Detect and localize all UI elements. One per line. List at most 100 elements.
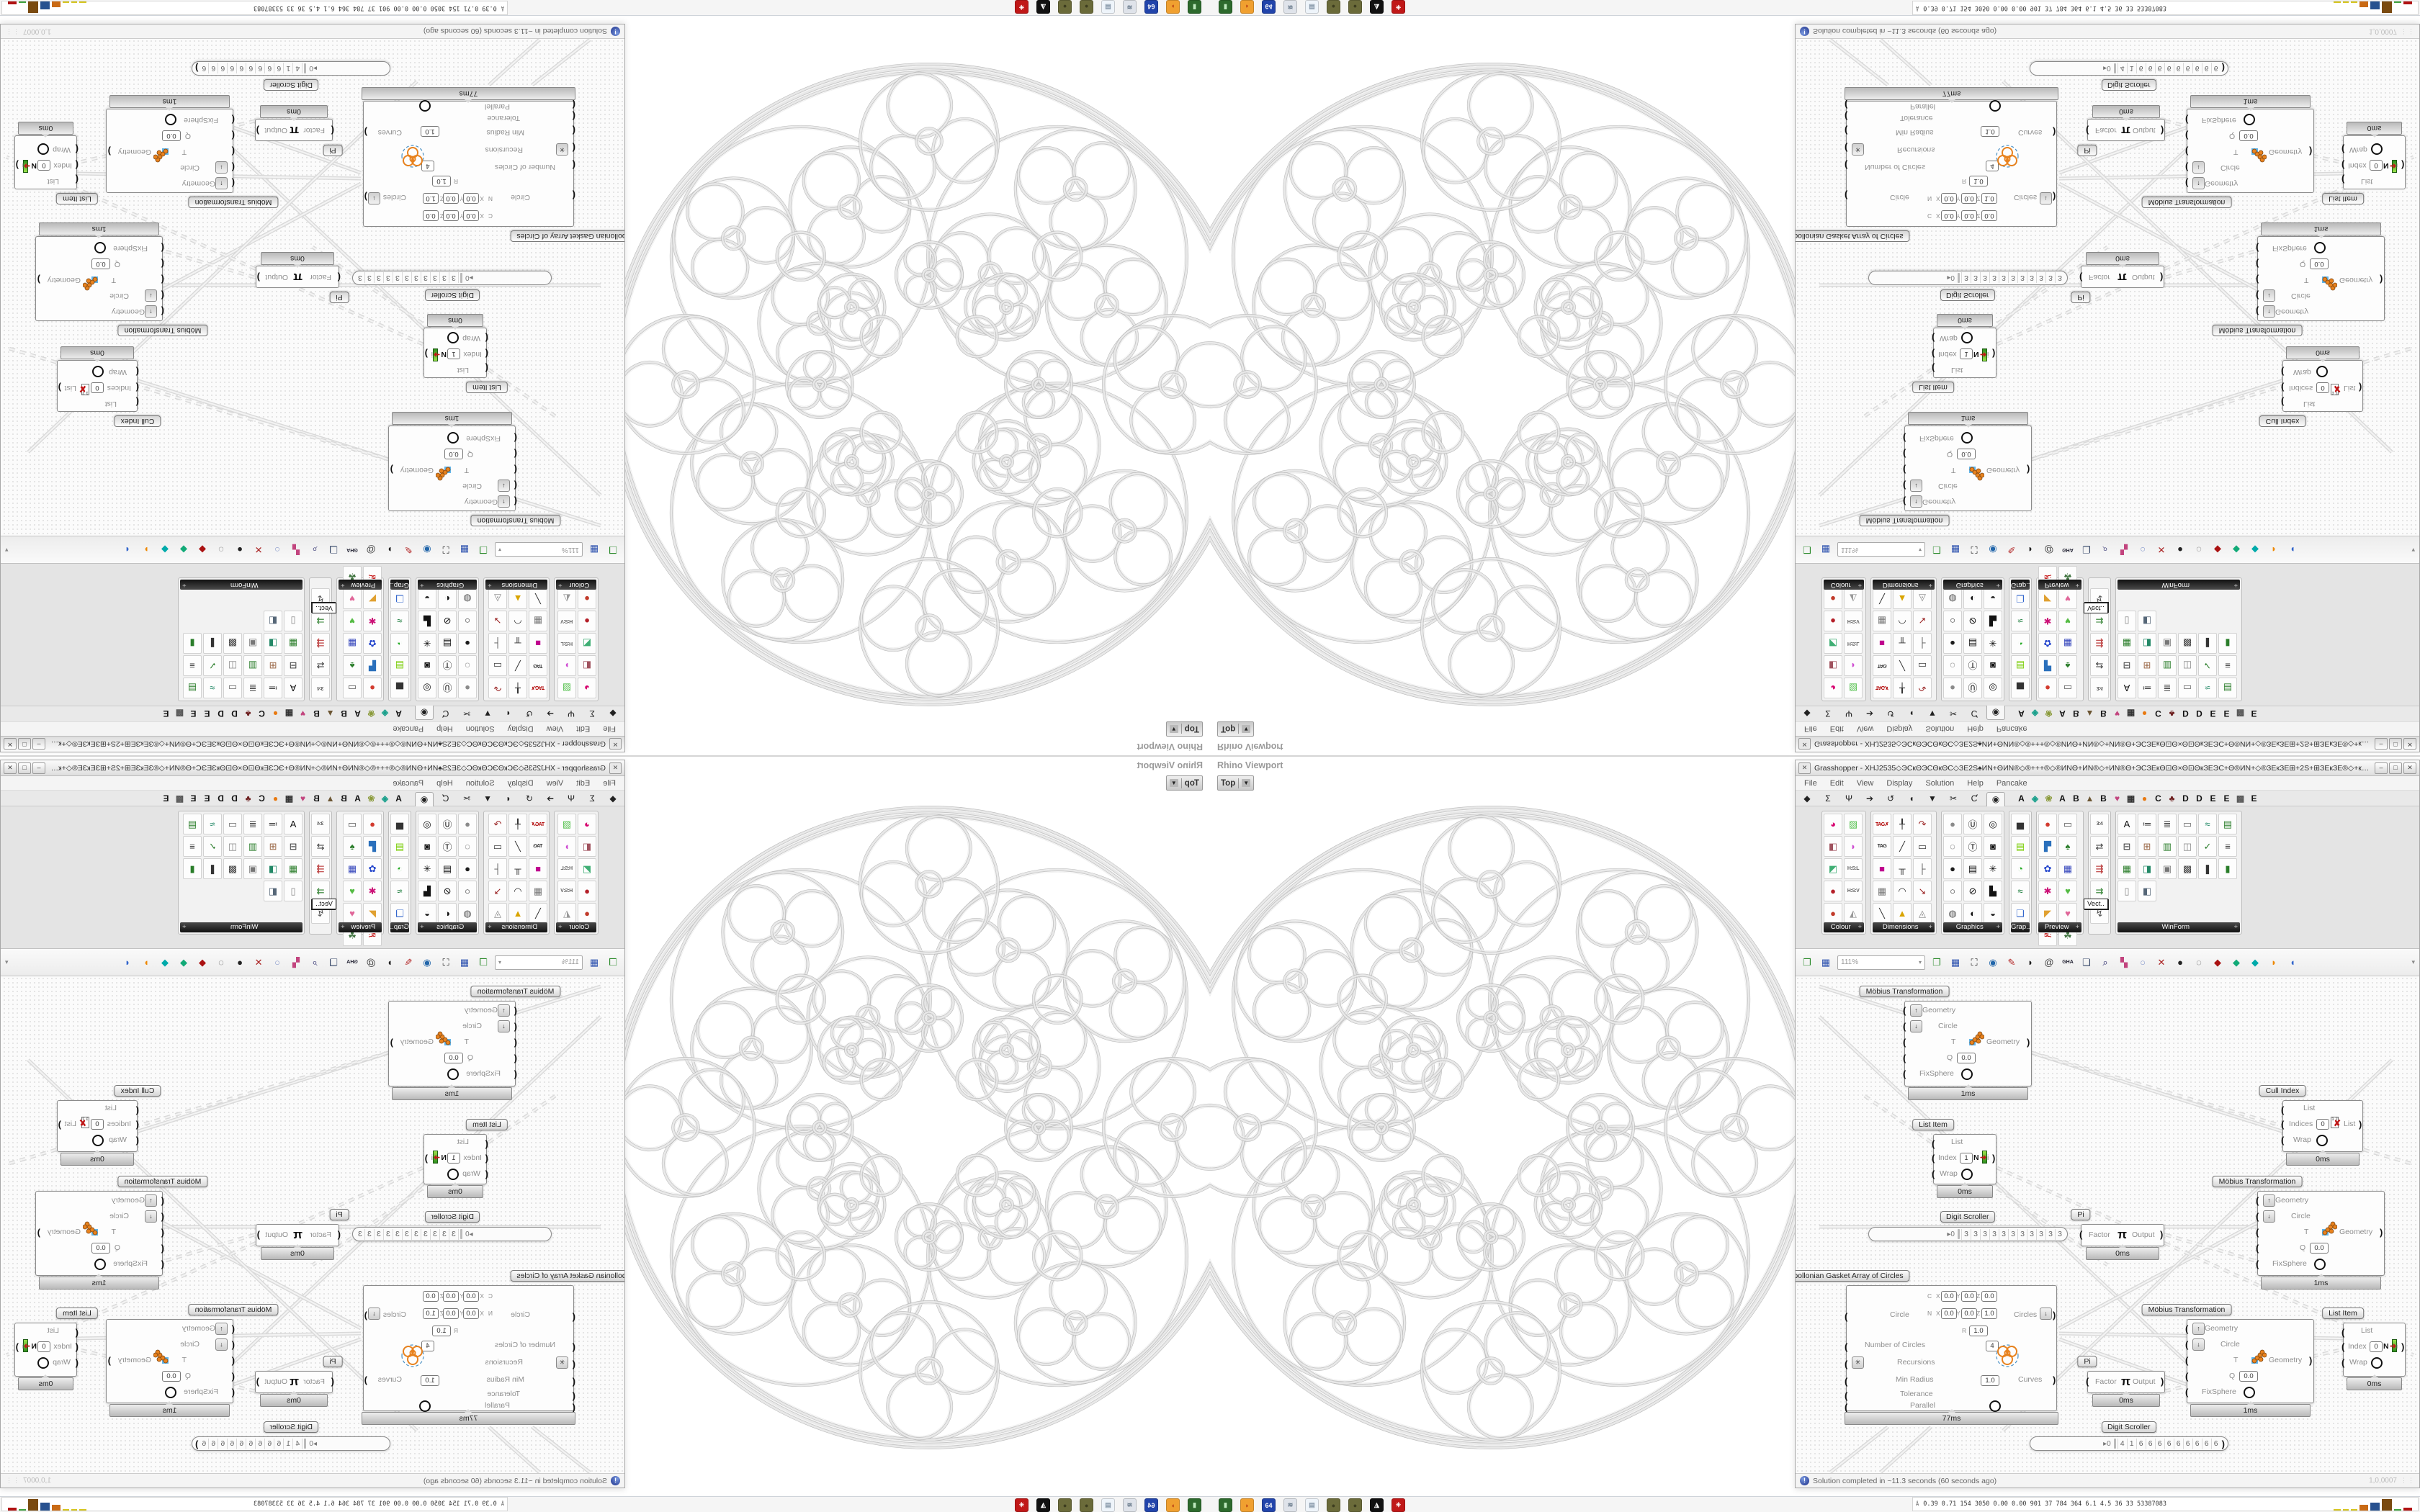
scroller-digit[interactable]: 6 <box>237 1438 247 1449</box>
component-icon[interactable]: ◩ <box>1824 633 1842 654</box>
component-icon[interactable]: ≈ <box>2011 611 2030 631</box>
circle-c-y[interactable]: 0.0 <box>1961 1291 1977 1302</box>
component-icon[interactable]: ⇶ <box>311 633 330 654</box>
node-title[interactable]: Möbius Transformation <box>470 986 561 997</box>
component-icon[interactable]: A <box>2118 814 2136 834</box>
boolean-toggle[interactable] <box>1961 432 1973 444</box>
component-icon[interactable]: ■ <box>1873 858 1891 879</box>
component-icon[interactable]: ❚ <box>2198 633 2217 654</box>
menu-item-display[interactable]: Display <box>507 778 534 788</box>
category-tab-letter-14[interactable]: E <box>2210 793 2216 804</box>
toolbar-icon-6[interactable]: @ <box>2044 544 2054 555</box>
scroller-digit[interactable]: 3 <box>2045 1228 2055 1240</box>
component-icon[interactable]: ↷ <box>1913 678 1932 698</box>
taskbar-launcher-icon-8[interactable]: ✳ <box>1392 1498 1405 1512</box>
component-icon[interactable]: ● <box>578 881 596 901</box>
component-icon[interactable]: ≈ <box>2198 814 2217 834</box>
component-icon[interactable]: ◒ <box>1984 903 2002 924</box>
menu-item-view[interactable]: View <box>546 724 564 734</box>
component-icon[interactable]: ▭ <box>223 678 242 698</box>
scroller-thumb[interactable] <box>2113 1439 2116 1449</box>
component-icon[interactable]: ⇄ <box>311 655 330 676</box>
palette-group-label[interactable]: Dimensions + <box>485 922 547 932</box>
circle-n-y[interactable]: 0.0 <box>443 193 459 204</box>
toolbar-icon-18[interactable]: ◗ <box>2271 957 2277 968</box>
category-tab-icon-2[interactable]: Ψ <box>567 708 575 719</box>
output-port[interactable]: ) <box>2161 125 2164 136</box>
minimize-icon[interactable]: – <box>32 762 45 774</box>
component-icon[interactable]: ▯ <box>284 611 302 631</box>
scroller-thumb[interactable] <box>1958 1229 1960 1239</box>
component-icon[interactable]: ▙ <box>418 881 436 901</box>
component-icon[interactable]: TAG✗ <box>1873 814 1891 834</box>
toolbar-icon-8[interactable]: ❏ <box>2082 544 2091 556</box>
component-icon[interactable]: ● <box>1824 881 1842 901</box>
close-icon[interactable]: ✕ <box>2403 762 2416 774</box>
component-icon[interactable]: ▤ <box>1963 633 1982 654</box>
category-tab-icon-4[interactable]: ↺ <box>1886 793 1895 804</box>
recursions-param-icon[interactable]: ✳ <box>1852 1356 1864 1369</box>
component-icon[interactable]: ● <box>363 814 382 834</box>
component-icon[interactable]: ⇶ <box>2090 858 2109 879</box>
toolbar-icon-4[interactable]: ✎ <box>404 956 413 968</box>
input-port[interactable]: ( <box>2185 1355 2189 1366</box>
category-tab-letter-12[interactable]: D <box>2182 708 2189 719</box>
circle-n-z[interactable]: 1.0 <box>1981 1308 1997 1319</box>
toolbar-icon-6[interactable]: @ <box>366 957 376 968</box>
category-tab-icon-4[interactable]: ↺ <box>525 793 534 804</box>
node-title[interactable]: Möbius Transformation <box>470 515 561 526</box>
category-tab-icon-3[interactable]: ➔ <box>1865 793 1874 804</box>
node-title[interactable]: Cull Index <box>114 1085 161 1097</box>
scroller-digit[interactable]: 3 <box>1961 1228 1971 1240</box>
menu-item-file[interactable]: File <box>1804 778 1817 788</box>
component-icon[interactable]: 3:4 <box>311 814 330 834</box>
circle-c-y[interactable]: 0.0 <box>443 210 459 221</box>
input-port[interactable]: ( <box>1845 1359 1848 1369</box>
input-port[interactable]: ( <box>2185 114 2189 125</box>
resize-grip[interactable]: ⋮⋮ <box>2401 28 2415 35</box>
category-tab-letter-11[interactable]: ♣ <box>2169 708 2175 719</box>
input-port[interactable]: ( <box>514 449 517 459</box>
palette-group-label[interactable]: Grap..+ <box>2011 580 2030 590</box>
component-icon[interactable]: ♥ <box>343 903 362 924</box>
scroller-digit[interactable]: 3 <box>375 272 384 284</box>
input-port[interactable]: ( <box>1845 125 1848 136</box>
component-icon[interactable]: ◤ <box>2038 903 2057 924</box>
graft-icon[interactable]: ↓ <box>215 161 228 174</box>
toolbar-icon-7[interactable]: GHA <box>2062 547 2074 552</box>
scroller-digit[interactable]: 6 <box>2164 1438 2174 1449</box>
component-icon[interactable]: ◒ <box>1984 588 2002 609</box>
component-icon[interactable]: ▭ <box>223 814 242 834</box>
component-icon[interactable]: ● <box>458 633 477 654</box>
component-icon[interactable]: H:S:L <box>1844 858 1863 879</box>
category-tab-letter-8[interactable]: ▦ <box>2126 793 2136 804</box>
output-port[interactable]: ) <box>2053 127 2056 138</box>
taskbar-launcher-icon-8[interactable]: ✳ <box>1015 1498 1028 1512</box>
min-radius-value[interactable]: 1.0 <box>421 126 439 137</box>
component-icon[interactable]: ▥ <box>2158 655 2177 676</box>
component-icon[interactable]: ▯ <box>2118 881 2136 901</box>
toolbar-icon-18[interactable]: ◗ <box>2271 544 2277 555</box>
category-tab-letter-8[interactable]: ▦ <box>2126 708 2136 719</box>
flatten-icon[interactable]: ↑ <box>498 495 510 508</box>
node-body[interactable]: (Factor π Output) <box>2086 119 2165 141</box>
input-port[interactable]: ( <box>514 496 517 507</box>
component-icon[interactable]: ◔ <box>2011 858 2030 879</box>
node-title[interactable]: Pi <box>2071 292 2091 303</box>
node-body[interactable]: (Geometry(Circle(T(Q(FixSphere ↑ ↓ 0.0 Geome… <box>35 1191 164 1276</box>
component-icon[interactable]: ◬ <box>488 588 507 609</box>
boolean-toggle[interactable] <box>1961 1068 1973 1080</box>
category-tab-icon-8[interactable]: Ƈ <box>1971 708 1978 719</box>
toolbar-icon-16[interactable]: ◆ <box>180 544 187 556</box>
indices-value-box[interactable]: 0 <box>91 1119 104 1130</box>
input-port[interactable]: ( <box>231 1387 235 1398</box>
component-icon[interactable]: ◌ <box>1943 655 1962 676</box>
toolbar-icon-12[interactable]: ✕ <box>2157 956 2166 968</box>
output-port[interactable]: ) <box>1992 1153 1996 1164</box>
scroller-digit[interactable]: 3 <box>393 1228 403 1240</box>
component-icon[interactable]: 3:4 <box>311 678 330 698</box>
toolbar-icon-5[interactable]: ◗ <box>2027 544 2033 555</box>
boolean-toggle[interactable] <box>94 1259 106 1270</box>
component-icon[interactable]: ▙ <box>1984 881 2002 901</box>
category-tab-letter-15[interactable]: E <box>2223 708 2230 719</box>
